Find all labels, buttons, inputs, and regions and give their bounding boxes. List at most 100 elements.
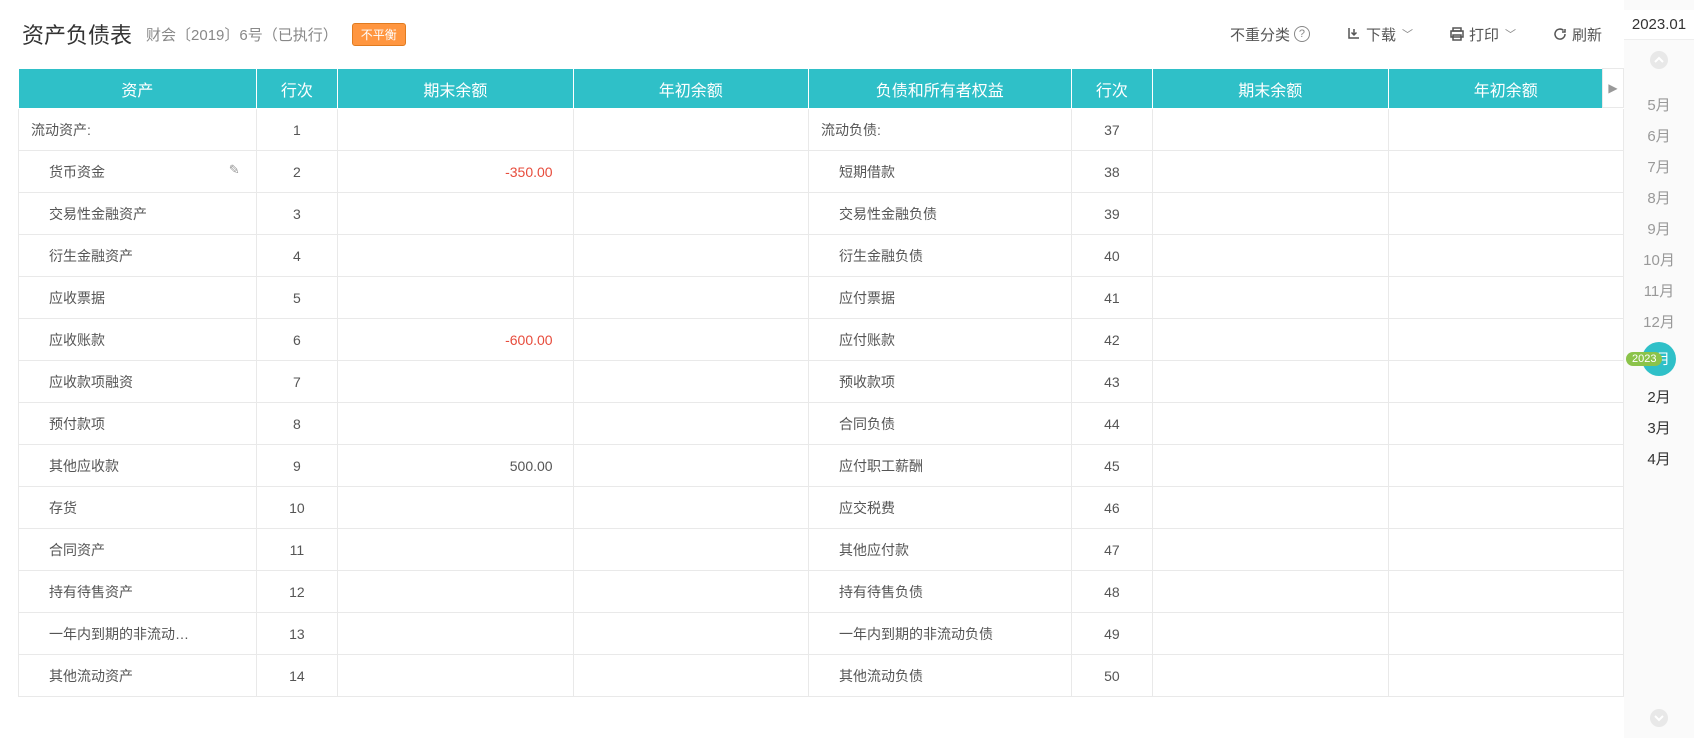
table-row[interactable]: 合同资产11其他应付款47 [19, 529, 1624, 571]
month-item[interactable]: 10月 [1643, 249, 1675, 270]
liability-name-cell[interactable]: 流动负债: [809, 109, 1072, 151]
year-begin-cell[interactable] [1388, 319, 1623, 361]
year-begin-cell[interactable] [1388, 151, 1623, 193]
year-begin-cell[interactable] [1388, 571, 1623, 613]
period-end-cell[interactable] [338, 655, 573, 697]
asset-name-cell[interactable]: 货币资金✎ [19, 151, 257, 193]
period-end-cell[interactable] [338, 235, 573, 277]
table-row[interactable]: 持有待售资产12持有待售负债48 [19, 571, 1624, 613]
year-begin-cell[interactable] [1388, 445, 1623, 487]
asset-name-cell[interactable]: 其他应收款 [19, 445, 257, 487]
period-end-cell[interactable] [1153, 571, 1388, 613]
year-begin-cell[interactable] [573, 655, 808, 697]
period-end-cell[interactable] [338, 487, 573, 529]
period-end-cell[interactable] [1153, 403, 1388, 445]
year-begin-cell[interactable] [1388, 109, 1623, 151]
period-end-cell[interactable] [338, 403, 573, 445]
edit-formula-icon[interactable]: ✎ [229, 162, 240, 178]
table-row[interactable]: 应收票据5应付票据41 [19, 277, 1624, 319]
asset-name-cell[interactable]: 一年内到期的非流动… [19, 613, 257, 655]
liability-name-cell[interactable]: 持有待售负债 [809, 571, 1072, 613]
asset-name-cell[interactable]: 存货 [19, 487, 257, 529]
period-end-cell[interactable]: -350.00 [338, 151, 573, 193]
month-item[interactable]: 4月 [1647, 448, 1670, 469]
period-end-cell[interactable] [1153, 445, 1388, 487]
period-end-cell[interactable] [1153, 613, 1388, 655]
table-row[interactable]: 其他流动资产14其他流动负债50 [19, 655, 1624, 697]
period-end-cell[interactable] [338, 193, 573, 235]
liability-name-cell[interactable]: 预收款项 [809, 361, 1072, 403]
period-end-cell[interactable] [1153, 151, 1388, 193]
year-begin-cell[interactable] [1388, 277, 1623, 319]
liability-name-cell[interactable]: 应付账款 [809, 319, 1072, 361]
table-row[interactable]: 衍生金融资产4衍生金融负债40 [19, 235, 1624, 277]
asset-name-cell[interactable]: 应收账款 [19, 319, 257, 361]
scroll-right-button[interactable]: ▶ [1602, 68, 1624, 108]
year-begin-cell[interactable] [573, 319, 808, 361]
month-item[interactable]: 6月 [1647, 125, 1670, 146]
refresh-button[interactable]: 刷新 [1552, 24, 1602, 45]
download-button[interactable]: 下载 ﹀ [1346, 24, 1413, 45]
month-item[interactable]: 5月 [1647, 94, 1670, 115]
asset-name-cell[interactable]: 流动资产: [19, 109, 257, 151]
liability-name-cell[interactable]: 短期借款 [809, 151, 1072, 193]
asset-name-cell[interactable]: 合同资产 [19, 529, 257, 571]
table-row[interactable]: 其他应收款9500.00应付职工薪酬45 [19, 445, 1624, 487]
period-end-cell[interactable] [338, 361, 573, 403]
liability-name-cell[interactable]: 应付职工薪酬 [809, 445, 1072, 487]
period-end-cell[interactable] [1153, 235, 1388, 277]
help-icon[interactable]: ? [1294, 26, 1310, 42]
year-begin-cell[interactable] [573, 277, 808, 319]
period-end-cell[interactable] [338, 613, 573, 655]
period-down-button[interactable] [1645, 704, 1673, 732]
liability-name-cell[interactable]: 应付票据 [809, 277, 1072, 319]
reclassify-button[interactable]: 不重分类 ? [1230, 24, 1310, 45]
asset-name-cell[interactable]: 预付款项 [19, 403, 257, 445]
period-end-cell[interactable] [338, 529, 573, 571]
year-begin-cell[interactable] [1388, 193, 1623, 235]
period-end-cell[interactable] [1153, 319, 1388, 361]
month-item[interactable]: 2月 [1647, 386, 1670, 407]
period-end-cell[interactable]: -600.00 [338, 319, 573, 361]
month-item[interactable]: 3月 [1647, 417, 1670, 438]
year-begin-cell[interactable] [573, 445, 808, 487]
year-begin-cell[interactable] [573, 613, 808, 655]
asset-name-cell[interactable]: 其他流动资产 [19, 655, 257, 697]
year-begin-cell[interactable] [573, 109, 808, 151]
month-item[interactable]: 9月 [1647, 218, 1670, 239]
period-label[interactable]: 2023.01 [1624, 10, 1694, 40]
table-row[interactable]: 交易性金融资产3交易性金融负债39 [19, 193, 1624, 235]
month-item[interactable]: 11月 [1644, 280, 1675, 301]
table-row[interactable]: 一年内到期的非流动…13一年内到期的非流动负债49 [19, 613, 1624, 655]
table-row[interactable]: 应收账款6-600.00应付账款42 [19, 319, 1624, 361]
table-row[interactable]: 流动资产:1流动负债:37 [19, 109, 1624, 151]
period-end-cell[interactable] [338, 277, 573, 319]
month-item[interactable]: 7月 [1647, 156, 1670, 177]
year-begin-cell[interactable] [573, 151, 808, 193]
year-begin-cell[interactable] [1388, 529, 1623, 571]
table-row[interactable]: 存货10应交税费46 [19, 487, 1624, 529]
year-begin-cell[interactable] [1388, 361, 1623, 403]
year-begin-cell[interactable] [573, 529, 808, 571]
month-item[interactable]: 12月 [1643, 311, 1675, 332]
liability-name-cell[interactable]: 衍生金融负债 [809, 235, 1072, 277]
asset-name-cell[interactable]: 持有待售资产 [19, 571, 257, 613]
year-begin-cell[interactable] [1388, 655, 1623, 697]
asset-name-cell[interactable]: 交易性金融资产 [19, 193, 257, 235]
print-button[interactable]: 打印 ﹀ [1449, 24, 1516, 45]
year-begin-cell[interactable] [573, 487, 808, 529]
period-up-button[interactable] [1645, 46, 1673, 74]
asset-name-cell[interactable]: 应收款项融资 [19, 361, 257, 403]
liability-name-cell[interactable]: 合同负债 [809, 403, 1072, 445]
period-end-cell[interactable] [1153, 361, 1388, 403]
period-end-cell[interactable] [1153, 529, 1388, 571]
period-end-cell[interactable] [1153, 193, 1388, 235]
liability-name-cell[interactable]: 应交税费 [809, 487, 1072, 529]
liability-name-cell[interactable]: 其他应付款 [809, 529, 1072, 571]
table-row[interactable]: 货币资金✎2-350.00短期借款38 [19, 151, 1624, 193]
year-begin-cell[interactable] [573, 403, 808, 445]
asset-name-cell[interactable]: 应收票据 [19, 277, 257, 319]
year-begin-cell[interactable] [1388, 235, 1623, 277]
year-begin-cell[interactable] [1388, 403, 1623, 445]
period-end-cell[interactable] [1153, 487, 1388, 529]
